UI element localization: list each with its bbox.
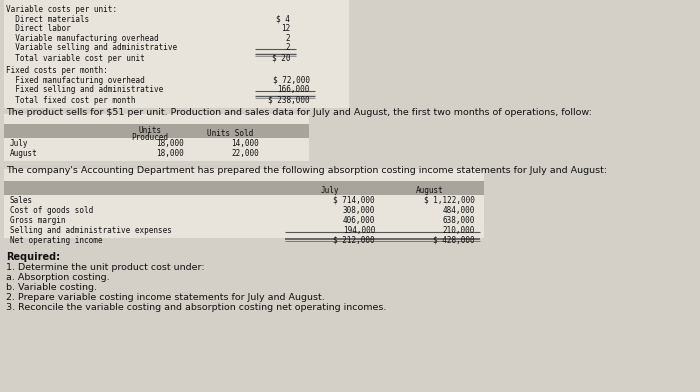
Text: Fixed selling and administrative: Fixed selling and administrative bbox=[6, 85, 163, 94]
Text: Net operating income: Net operating income bbox=[10, 236, 102, 245]
Text: $ 1,122,000: $ 1,122,000 bbox=[424, 196, 475, 205]
Text: Sales: Sales bbox=[10, 196, 33, 205]
Text: August: August bbox=[416, 185, 444, 194]
Text: 194,000: 194,000 bbox=[342, 225, 375, 234]
Bar bbox=[4, 0, 349, 108]
Text: 2: 2 bbox=[286, 33, 290, 42]
Bar bbox=[4, 114, 309, 160]
Text: Produced: Produced bbox=[132, 132, 169, 142]
Text: Direct labor: Direct labor bbox=[6, 24, 71, 33]
Text: 22,000: 22,000 bbox=[231, 149, 259, 158]
Text: a. Absorption costing.: a. Absorption costing. bbox=[6, 273, 110, 282]
Text: 406,000: 406,000 bbox=[342, 216, 375, 225]
Text: 638,000: 638,000 bbox=[442, 216, 475, 225]
Text: August: August bbox=[10, 149, 38, 158]
Text: $ 428,000: $ 428,000 bbox=[433, 236, 475, 245]
Text: Units Sold: Units Sold bbox=[207, 129, 253, 138]
Text: Variable costs per unit:: Variable costs per unit: bbox=[6, 5, 117, 14]
Bar bbox=[4, 180, 484, 194]
Text: Variable selling and administrative: Variable selling and administrative bbox=[6, 43, 177, 52]
Text: Required:: Required: bbox=[6, 252, 60, 263]
Text: Direct materials: Direct materials bbox=[6, 15, 90, 24]
Text: Cost of goods sold: Cost of goods sold bbox=[10, 205, 93, 214]
Text: $ 238,000: $ 238,000 bbox=[268, 96, 310, 105]
Text: 2. Prepare variable costing income statements for July and August.: 2. Prepare variable costing income state… bbox=[6, 293, 325, 302]
Text: 166,000: 166,000 bbox=[278, 85, 310, 94]
Text: Fixed costs per month:: Fixed costs per month: bbox=[6, 66, 108, 75]
Text: b. Variable costing.: b. Variable costing. bbox=[6, 283, 97, 292]
Text: 1. Determine the unit product cost under:: 1. Determine the unit product cost under… bbox=[6, 263, 204, 272]
Text: Gross margin: Gross margin bbox=[10, 216, 66, 225]
Text: 18,000: 18,000 bbox=[156, 149, 184, 158]
Text: $ 714,000: $ 714,000 bbox=[333, 196, 375, 205]
Text: Selling and administrative expenses: Selling and administrative expenses bbox=[10, 225, 172, 234]
Text: The product sells for $51 per unit. Production and sales data for July and Augus: The product sells for $51 per unit. Prod… bbox=[6, 107, 592, 116]
Text: 484,000: 484,000 bbox=[442, 205, 475, 214]
Text: The company's Accounting Department has prepared the following absorption costin: The company's Accounting Department has … bbox=[6, 165, 607, 174]
Text: Variable manufacturing overhead: Variable manufacturing overhead bbox=[6, 33, 159, 42]
Text: 3. Reconcile the variable costing and absorption costing net operating incomes.: 3. Reconcile the variable costing and ab… bbox=[6, 303, 386, 312]
Text: Total fixed cost per month: Total fixed cost per month bbox=[6, 96, 136, 105]
Text: $ 4: $ 4 bbox=[276, 15, 290, 24]
Text: 210,000: 210,000 bbox=[442, 225, 475, 234]
Text: $ 212,000: $ 212,000 bbox=[333, 236, 375, 245]
Text: 12: 12 bbox=[281, 24, 290, 33]
Bar bbox=[4, 123, 309, 138]
Text: 14,000: 14,000 bbox=[231, 138, 259, 147]
Text: Total variable cost per unit: Total variable cost per unit bbox=[6, 53, 145, 62]
Bar bbox=[4, 169, 484, 238]
Text: Fixed manufacturing overhead: Fixed manufacturing overhead bbox=[6, 76, 145, 85]
Text: July: July bbox=[321, 185, 340, 194]
Text: 18,000: 18,000 bbox=[156, 138, 184, 147]
Text: $ 20: $ 20 bbox=[272, 53, 290, 62]
Text: July: July bbox=[10, 138, 29, 147]
Text: 2: 2 bbox=[286, 43, 290, 52]
Text: Units: Units bbox=[139, 125, 162, 134]
Text: $ 72,000: $ 72,000 bbox=[273, 76, 310, 85]
Text: 308,000: 308,000 bbox=[342, 205, 375, 214]
